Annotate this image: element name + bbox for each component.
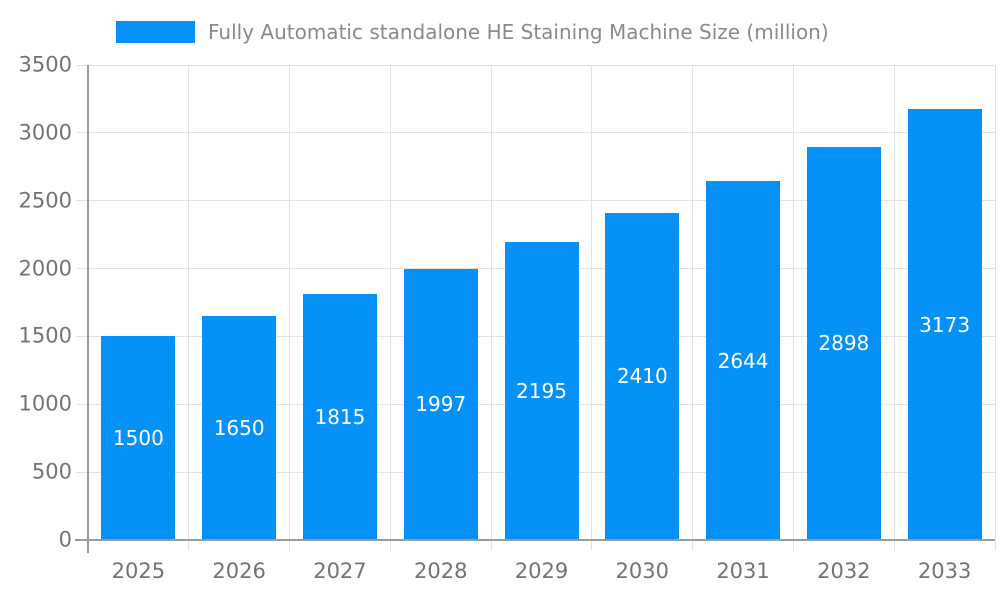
x-tick bbox=[289, 541, 291, 550]
y-tick bbox=[76, 335, 88, 337]
x-tick bbox=[389, 541, 391, 550]
bar-value-label: 1997 bbox=[415, 392, 467, 417]
x-tick bbox=[994, 541, 996, 550]
v-gridline bbox=[389, 65, 391, 540]
x-axis-label-2029: 2029 bbox=[514, 559, 569, 583]
bar-value-label: 2195 bbox=[516, 379, 567, 404]
bar-value-label: 2644 bbox=[717, 348, 769, 373]
legend-swatch bbox=[116, 21, 195, 43]
y-axis-tick-label: 500 bbox=[31, 459, 72, 484]
y-axis-tick-label: 3500 bbox=[18, 52, 72, 77]
bar-2027: 1815 bbox=[302, 293, 377, 540]
v-gridline bbox=[289, 65, 291, 540]
bar-2025: 1500 bbox=[101, 336, 176, 540]
x-tick bbox=[490, 541, 492, 550]
x-axis-label-2025: 2025 bbox=[111, 559, 166, 583]
y-axis-line bbox=[87, 65, 89, 553]
bar-value-label: 1650 bbox=[213, 416, 265, 441]
y-axis-tick-label: 0 bbox=[58, 527, 72, 552]
y-tick bbox=[76, 471, 88, 473]
v-gridline bbox=[490, 65, 492, 540]
y-axis-tick-label: 2500 bbox=[18, 188, 72, 213]
h-gridline bbox=[88, 200, 995, 202]
h-gridline bbox=[88, 64, 995, 66]
bar-2033: 3173 bbox=[907, 109, 982, 540]
v-gridline bbox=[792, 65, 794, 540]
y-tick bbox=[76, 268, 88, 270]
v-gridline bbox=[893, 65, 895, 540]
v-gridline bbox=[188, 65, 190, 540]
y-axis-tick-label: 1000 bbox=[18, 391, 72, 416]
x-axis-label-2026: 2026 bbox=[212, 559, 266, 583]
x-axis-line bbox=[75, 539, 995, 541]
x-tick bbox=[692, 541, 694, 550]
y-tick bbox=[76, 403, 88, 405]
bar-value-label: 1500 bbox=[112, 426, 164, 451]
y-tick bbox=[76, 200, 88, 202]
x-axis-label-2030: 2030 bbox=[615, 559, 669, 583]
x-axis-label-2027: 2027 bbox=[313, 559, 367, 583]
bar-2030: 2410 bbox=[605, 212, 680, 540]
x-tick bbox=[591, 541, 593, 550]
bar-2031: 2644 bbox=[706, 181, 781, 540]
v-gridline bbox=[692, 65, 694, 540]
bar-value-label: 3173 bbox=[919, 312, 971, 337]
bar-2028: 1997 bbox=[403, 268, 478, 540]
bar-2032: 2898 bbox=[806, 146, 881, 540]
y-tick bbox=[76, 64, 88, 66]
y-axis-tick-label: 1500 bbox=[18, 323, 72, 348]
bar-2029: 2195 bbox=[504, 242, 579, 540]
bar-value-label: 2410 bbox=[616, 364, 668, 389]
x-tick bbox=[188, 541, 190, 550]
x-axis-label-2032: 2032 bbox=[817, 559, 871, 583]
y-axis-tick-label: 3000 bbox=[18, 120, 72, 145]
x-axis-label-2033: 2033 bbox=[917, 559, 972, 583]
y-axis-tick-label: 2000 bbox=[18, 256, 72, 281]
bar-value-label: 2898 bbox=[818, 331, 870, 356]
legend: Fully Automatic standalone HE Staining M… bbox=[116, 21, 829, 43]
x-axis-label-2028: 2028 bbox=[413, 559, 468, 583]
x-tick bbox=[893, 541, 895, 550]
y-tick bbox=[76, 132, 88, 134]
bar-value-label: 1815 bbox=[314, 404, 366, 429]
bar-2026: 1650 bbox=[202, 316, 277, 540]
h-gridline bbox=[88, 132, 995, 134]
x-axis-label-2031: 2031 bbox=[716, 559, 770, 583]
x-tick bbox=[792, 541, 794, 550]
legend-label: Fully Automatic standalone HE Staining M… bbox=[208, 20, 829, 44]
v-gridline bbox=[591, 65, 593, 540]
v-gridline bbox=[994, 65, 996, 540]
